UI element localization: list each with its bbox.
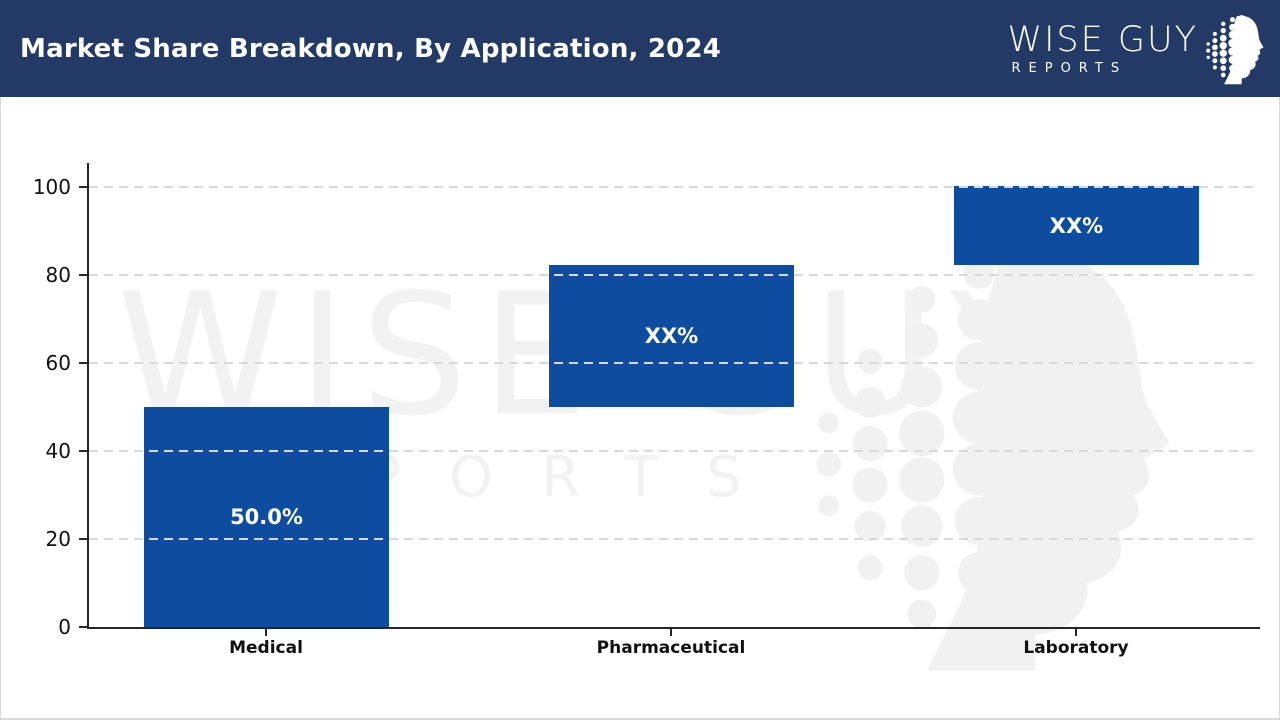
y-tick-label: 60 <box>45 351 71 375</box>
gridline-40 <box>89 450 1259 452</box>
x-axis <box>87 627 1260 629</box>
bar-pharmaceutical: XX% <box>549 265 794 407</box>
head-dots-icon <box>1206 14 1264 84</box>
bar-value-label: 50.0% <box>230 505 303 529</box>
x-tick-mark <box>265 629 267 636</box>
bar-laboratory: XX% <box>954 186 1199 265</box>
chart-area: WISE GUY REPORTS 50.0% XX% XX% 100 80 60… <box>0 97 1280 720</box>
y-tick-mark <box>79 450 87 452</box>
header: Market Share Breakdown, By Application, … <box>0 0 1280 97</box>
x-tick-mark <box>670 629 672 636</box>
watermark-head-dots-icon <box>816 244 1170 671</box>
brand-name: WISE GUY <box>1007 19 1198 60</box>
bar-medical: 50.0% <box>144 407 389 627</box>
brand-subtitle: REPORTS <box>1011 60 1128 76</box>
y-axis <box>87 163 89 629</box>
x-category-label-pharmaceutical: Pharmaceutical <box>596 638 746 658</box>
y-tick-label: 0 <box>58 615 71 639</box>
gridline-80 <box>89 274 1259 276</box>
page-title: Market Share Breakdown, By Application, … <box>20 33 722 64</box>
y-tick-mark <box>79 626 87 628</box>
y-tick-mark <box>79 538 87 540</box>
brand-logo: WISE GUY REPORTS <box>1007 13 1266 85</box>
x-category-label-medical: Medical <box>229 638 303 658</box>
brand-wordmark: WISE GUY REPORTS <box>1007 22 1198 76</box>
y-tick-label: 20 <box>45 527 71 551</box>
y-tick-mark <box>79 274 87 276</box>
gridline-100 <box>89 186 1259 188</box>
y-tick-mark <box>79 362 87 364</box>
x-category-label-laboratory: Laboratory <box>1023 638 1129 658</box>
gridline-60 <box>89 362 1259 364</box>
y-tick-label: 100 <box>32 175 71 199</box>
gridline-20 <box>89 538 1259 540</box>
x-tick-mark <box>1075 629 1077 636</box>
y-tick-label: 80 <box>45 263 71 287</box>
bar-value-label: XX% <box>644 324 699 348</box>
y-tick-label: 40 <box>45 439 71 463</box>
bar-value-label: XX% <box>1049 213 1104 238</box>
y-tick-mark <box>79 186 87 188</box>
